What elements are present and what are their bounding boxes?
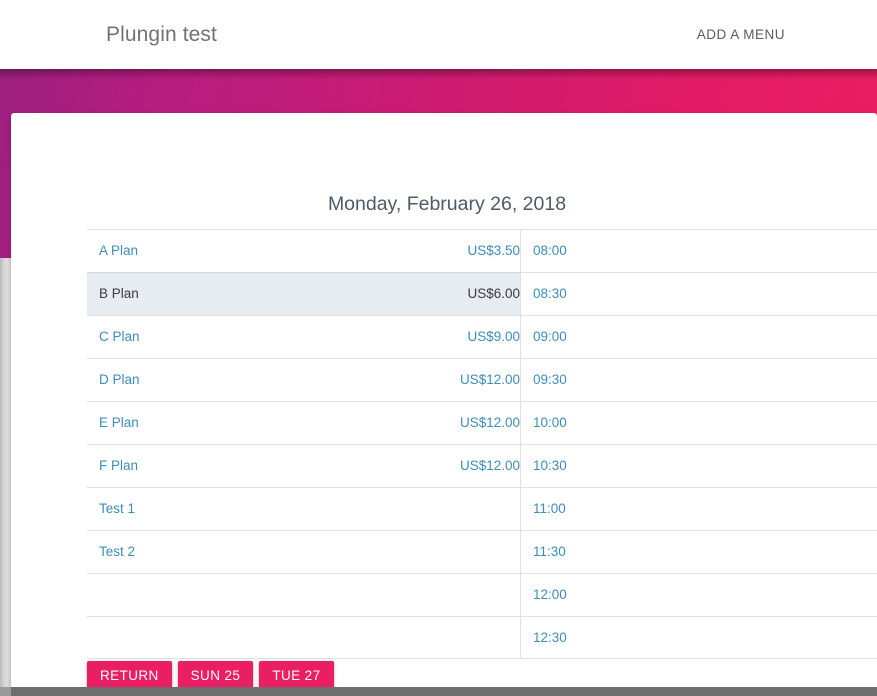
next-day-button[interactable]: TUE 27: [259, 661, 334, 687]
return-button[interactable]: RETURN: [87, 661, 172, 687]
action-button-group: RETURN SUN 25 TUE 27: [87, 661, 334, 687]
table-row[interactable]: Test 2 11:30: [87, 530, 877, 573]
plan-price-cell[interactable]: US$3.50: [446, 229, 521, 272]
plan-name-cell[interactable]: A Plan: [87, 229, 446, 272]
plan-name-cell[interactable]: Test 1: [87, 487, 446, 530]
prev-day-button[interactable]: SUN 25: [177, 661, 254, 687]
hero-top-shadow: [0, 69, 877, 79]
plan-name-cell[interactable]: B Plan: [87, 272, 446, 315]
table-row[interactable]: D Plan US$12.00 09:30: [87, 358, 877, 401]
plan-price-cell[interactable]: US$12.00: [446, 444, 521, 487]
time-slot-cell[interactable]: 11:30: [521, 530, 877, 573]
plan-price-cell[interactable]: [446, 530, 521, 573]
schedule-table: A Plan US$3.50 08:00 B Plan US$6.00 08:30 C Pl…: [87, 229, 877, 659]
time-slot-cell[interactable]: 08:00: [521, 229, 877, 272]
plan-name-cell[interactable]: D Plan: [87, 358, 446, 401]
table-row[interactable]: A Plan US$3.50 08:00: [87, 229, 877, 272]
plan-price-cell[interactable]: [446, 616, 521, 659]
table-row[interactable]: E Plan US$12.00 10:00: [87, 401, 877, 444]
plan-name-cell[interactable]: E Plan: [87, 401, 446, 444]
content-card: Monday, February 26, 2018 A Plan US$3.50 0…: [11, 113, 877, 687]
plan-price-cell[interactable]: [446, 573, 521, 616]
page-title: Monday, February 26, 2018: [327, 193, 567, 215]
app-bar: Plungin test ADD A MENU: [0, 0, 877, 69]
plan-name-cell[interactable]: C Plan: [87, 315, 446, 358]
plan-name-cell[interactable]: Test 2: [87, 530, 446, 573]
plan-price-cell[interactable]: US$12.00: [446, 401, 521, 444]
add-a-menu-link[interactable]: ADD A MENU: [696, 27, 785, 42]
table-row[interactable]: 12:30: [87, 616, 877, 659]
plan-name-cell[interactable]: F Plan: [87, 444, 446, 487]
bottom-scrollbar[interactable]: [0, 687, 877, 696]
table-row[interactable]: B Plan US$6.00 08:30: [87, 272, 877, 315]
table-row[interactable]: C Plan US$9.00 09:00: [87, 315, 877, 358]
time-slot-cell[interactable]: 09:00: [521, 315, 877, 358]
table-row[interactable]: F Plan US$12.00 10:30: [87, 444, 877, 487]
plan-price-cell[interactable]: US$9.00: [446, 315, 521, 358]
plan-price-cell[interactable]: US$12.00: [446, 358, 521, 401]
table-row[interactable]: 12:00: [87, 573, 877, 616]
time-slot-cell[interactable]: 10:00: [521, 401, 877, 444]
time-slot-cell[interactable]: 12:00: [521, 573, 877, 616]
table-row[interactable]: Test 1 11:00: [87, 487, 877, 530]
plan-price-cell[interactable]: US$6.00: [446, 272, 521, 315]
time-slot-cell[interactable]: 09:30: [521, 358, 877, 401]
time-slot-cell[interactable]: 12:30: [521, 616, 877, 659]
plan-name-cell[interactable]: [87, 616, 446, 659]
app-title: Plungin test: [106, 23, 217, 46]
time-slot-cell[interactable]: 11:00: [521, 487, 877, 530]
left-scrollbar-strip[interactable]: [0, 258, 11, 696]
time-slot-cell[interactable]: 10:30: [521, 444, 877, 487]
plan-price-cell[interactable]: [446, 487, 521, 530]
time-slot-cell[interactable]: 08:30: [521, 272, 877, 315]
bottom-scrollbar-corner: [0, 687, 11, 696]
plan-name-cell[interactable]: [87, 573, 446, 616]
